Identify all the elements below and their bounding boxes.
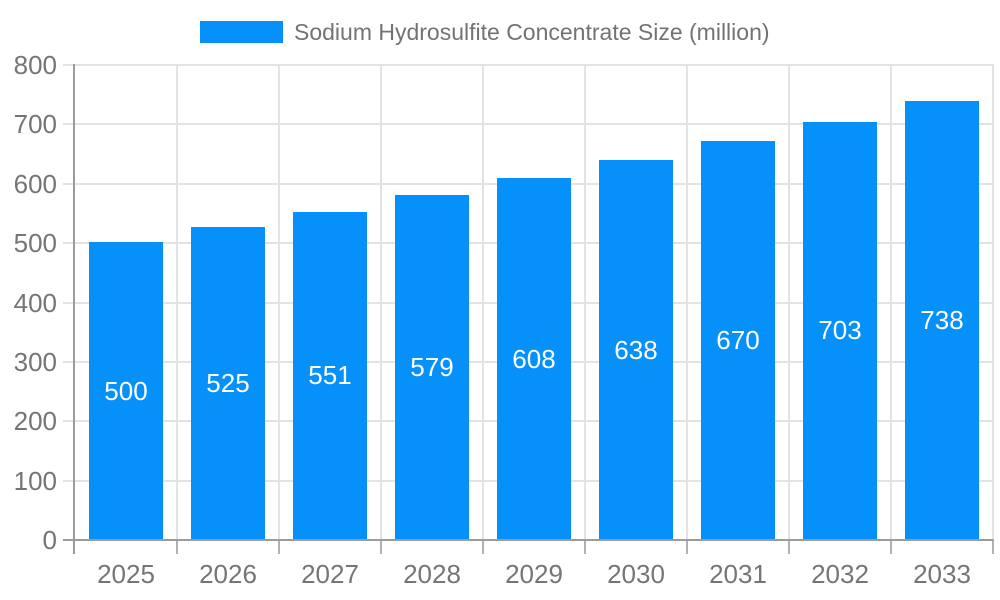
y-axis-label-700: 700: [13, 109, 57, 140]
bar-value-label-2031: 670: [716, 325, 760, 356]
bar-2033: [905, 100, 979, 539]
gridline-y-800: [63, 64, 993, 66]
x-axis-tick-1: [176, 539, 178, 554]
x-axis-label-2027: 2027: [301, 559, 359, 589]
bar-value-label-2025: 500: [104, 375, 148, 406]
y-axis-label-500: 500: [13, 228, 57, 259]
gridline-x-2: [278, 64, 280, 539]
legend-label[interactable]: Sodium Hydrosulfite Concentrate Size (mi…: [294, 18, 770, 45]
bar-2030: [599, 160, 673, 539]
y-axis-label-0: 0: [42, 525, 57, 555]
bar-value-label-2032: 703: [818, 315, 862, 346]
gridline-x-3: [380, 64, 382, 539]
x-axis-line: [63, 539, 993, 541]
x-axis-tick-8: [890, 539, 892, 554]
x-axis-label-2033: 2033: [913, 559, 971, 589]
bar-2027: [293, 211, 367, 539]
bar-value-label-2026: 525: [206, 368, 250, 399]
bar-2031: [701, 141, 775, 539]
bar-value-label-2033: 738: [920, 304, 964, 335]
x-axis-label-2028: 2028: [403, 559, 461, 589]
bar-2029: [497, 178, 571, 539]
gridline-x-5: [584, 64, 586, 539]
bar-2025: [89, 242, 163, 539]
gridline-x-6: [686, 64, 688, 539]
gridline-x-1: [176, 64, 178, 539]
x-axis-tick-6: [686, 539, 688, 554]
x-axis-tick-7: [788, 539, 790, 554]
x-axis-tick-4: [482, 539, 484, 554]
y-axis-label-600: 600: [13, 168, 57, 199]
legend[interactable]: Sodium Hydrosulfite Concentrate Size (mi…: [200, 18, 770, 46]
x-axis-label-2032: 2032: [811, 559, 869, 589]
x-axis-label-2025: 2025: [97, 559, 155, 589]
gridline-x-7: [788, 64, 790, 539]
x-axis-tick-2: [278, 539, 280, 554]
bar-value-label-2030: 638: [614, 334, 658, 365]
y-axis-label-300: 300: [13, 346, 57, 377]
y-axis-label-400: 400: [13, 287, 57, 318]
bar-2032: [803, 121, 877, 539]
x-axis-tick-3: [380, 539, 382, 554]
x-axis-label-2026: 2026: [199, 559, 257, 589]
bar-value-label-2029: 608: [512, 343, 556, 374]
gridline-x-8: [890, 64, 892, 539]
bar-2026: [191, 227, 265, 539]
bar-value-label-2028: 579: [410, 352, 454, 383]
x-axis-tick-9: [992, 539, 994, 554]
x-axis-label-2031: 2031: [709, 559, 767, 589]
bar-value-label-2027: 551: [308, 360, 352, 391]
x-axis-label-2029: 2029: [505, 559, 563, 589]
gridline-x-9: [992, 64, 994, 539]
legend-swatch[interactable]: [200, 21, 283, 43]
x-axis-tick-5: [584, 539, 586, 554]
y-axis-line: [73, 64, 75, 554]
bar-2028: [395, 195, 469, 539]
gridline-y-700: [63, 123, 993, 126]
gridline-x-4: [482, 64, 484, 539]
y-axis-label-200: 200: [13, 406, 57, 437]
x-axis-label-2030: 2030: [607, 559, 665, 589]
y-axis-label-100: 100: [13, 465, 57, 496]
y-axis-label-800: 800: [13, 50, 57, 80]
